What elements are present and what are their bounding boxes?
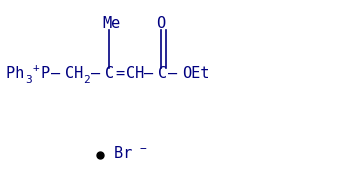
Text: C: C <box>105 66 114 81</box>
Text: CH: CH <box>65 66 92 81</box>
Text: Me: Me <box>102 16 120 31</box>
Text: —: — <box>51 66 60 81</box>
Text: —: — <box>168 66 177 81</box>
Text: −: − <box>140 144 147 154</box>
Text: —: — <box>144 66 153 81</box>
Text: 3: 3 <box>25 75 32 85</box>
Text: +: + <box>33 63 40 73</box>
Text: 2: 2 <box>83 75 90 85</box>
Text: P: P <box>41 66 50 81</box>
Text: CH: CH <box>126 66 144 81</box>
Text: Ph: Ph <box>6 66 33 81</box>
Text: Br: Br <box>114 146 141 161</box>
Text: OEt: OEt <box>182 66 209 81</box>
Text: —: — <box>91 66 100 81</box>
Text: O: O <box>156 16 165 31</box>
Text: =: = <box>115 66 124 81</box>
Text: C: C <box>158 66 167 81</box>
